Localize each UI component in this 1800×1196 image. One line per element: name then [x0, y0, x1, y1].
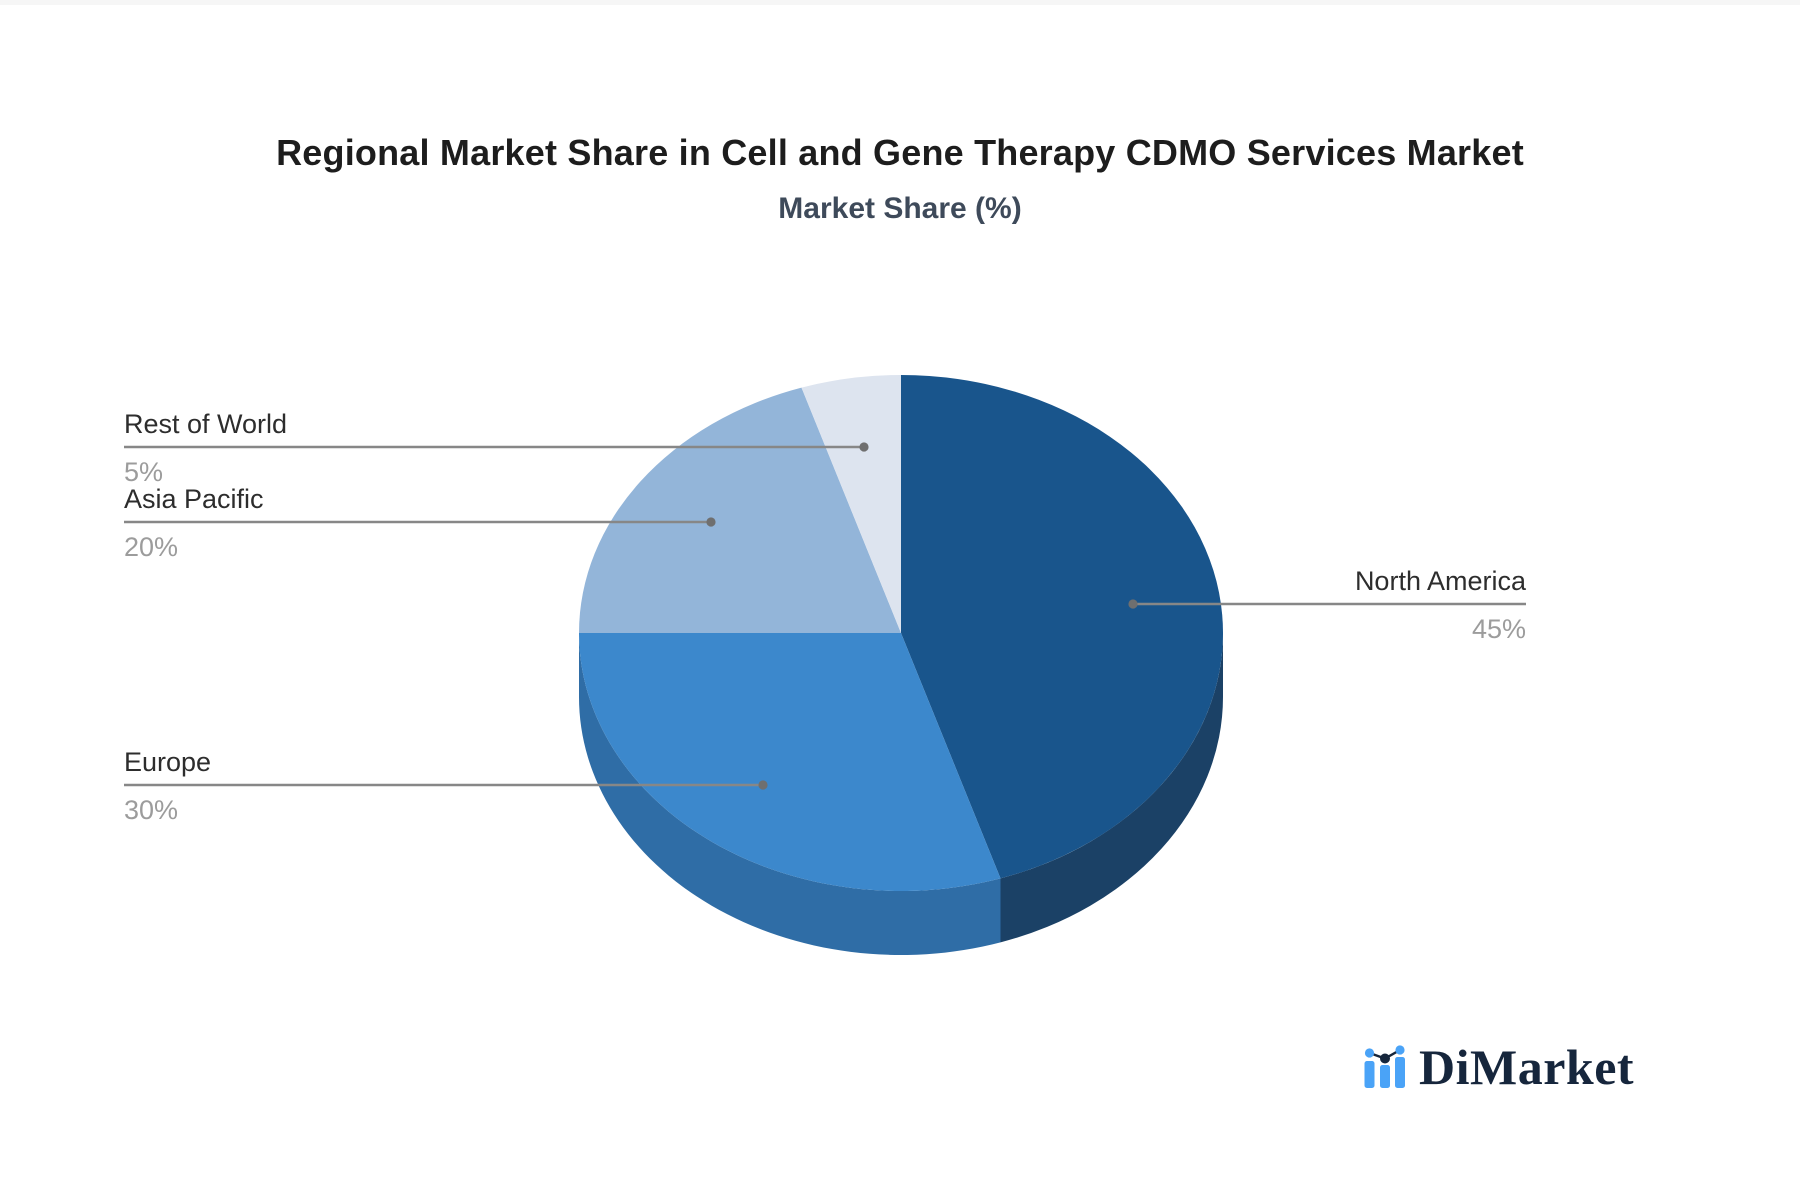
logo-dot-mid: [1380, 1053, 1390, 1064]
dimarket-logo-icon: [1364, 1045, 1405, 1088]
callout-dot-europe: [758, 780, 768, 790]
brand-logo: DiMarket: [1356, 1036, 1634, 1092]
chart-subtitle: Market Share (%): [778, 192, 1022, 225]
pie-slice-rest-of-world: [801, 375, 901, 633]
pie-slice-asia-pacific: [579, 387, 901, 633]
brand-name: DiMarket: [1419, 1039, 1635, 1095]
pie-slice-europe: [579, 633, 1001, 891]
pie-slice-side-europe: [579, 633, 1001, 955]
chart-title: Regional Market Share in Cell and Gene T…: [276, 132, 1524, 173]
logo-bar-3: [1395, 1057, 1405, 1088]
callout-dot-rest-of-world: [859, 442, 869, 452]
logo-bar-1: [1364, 1061, 1375, 1088]
logo-bar-2: [1380, 1065, 1390, 1088]
window-top-border: [0, 0, 1800, 5]
pie-slice-north-america: [901, 375, 1223, 879]
logo-dot-right: [1395, 1045, 1405, 1055]
logo-dot-left: [1364, 1048, 1375, 1058]
pie-slice-side-north-america: [1000, 633, 1223, 943]
callout-dot-north-america: [1128, 599, 1138, 609]
callout-dot-asia-pacific: [706, 517, 716, 527]
